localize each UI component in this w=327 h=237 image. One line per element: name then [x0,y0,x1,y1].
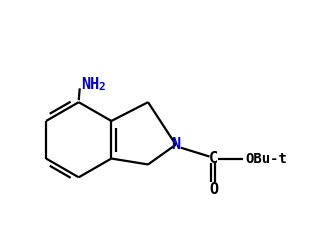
Text: 2: 2 [98,82,105,92]
Text: NH: NH [81,77,99,92]
Text: N: N [171,137,181,152]
Text: OBu-t: OBu-t [245,151,287,165]
Text: O: O [209,182,218,197]
Text: C: C [209,151,218,166]
